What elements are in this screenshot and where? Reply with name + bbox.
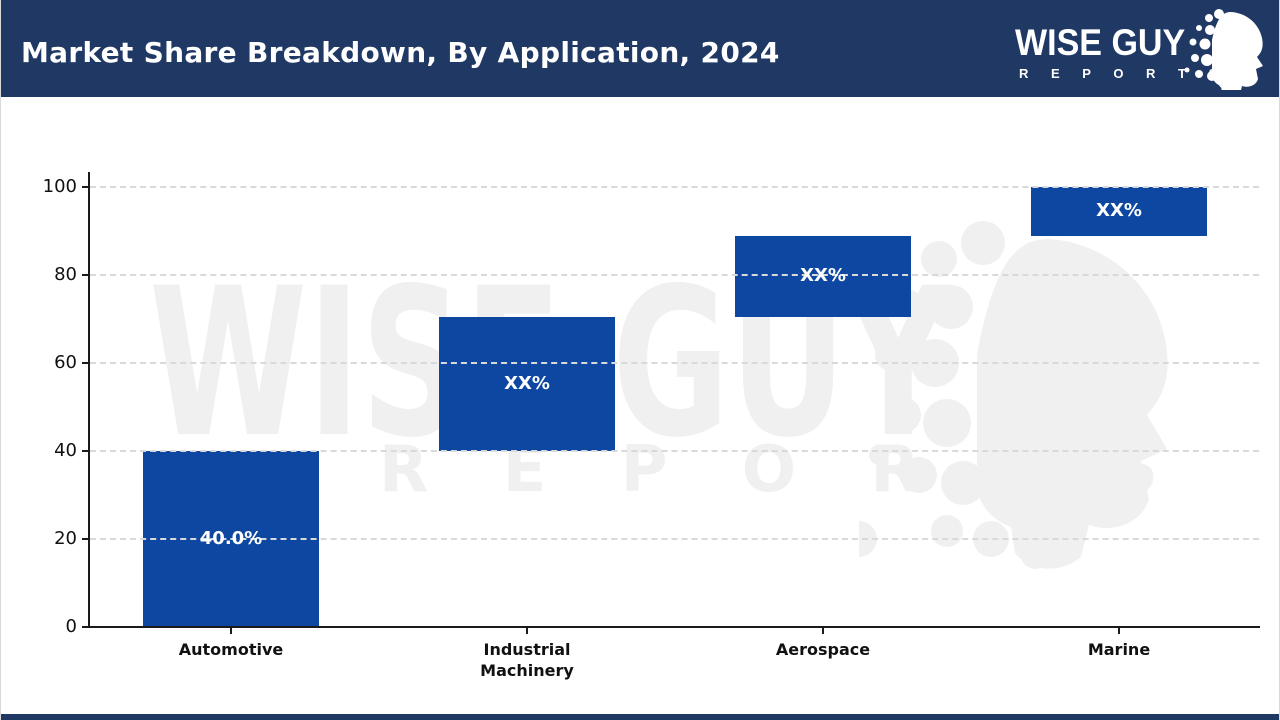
bar-value-label: XX% xyxy=(800,265,846,287)
y-axis-line xyxy=(88,172,90,628)
x-axis-line xyxy=(88,626,1260,628)
gridline-20 xyxy=(90,538,1259,540)
bar-marine xyxy=(1031,187,1207,236)
x-tick-mark xyxy=(1118,628,1120,634)
page-title: Market Share Breakdown, By Application, … xyxy=(21,36,780,69)
logo-subtitle: R E P O R T S xyxy=(1019,66,1227,81)
x-tick-label-aerospace: Aerospace xyxy=(775,640,871,659)
y-tick-mark xyxy=(82,626,88,628)
gridline-60 xyxy=(90,362,1259,364)
logo-text: WISE GUY R E P O R T S xyxy=(1015,22,1227,81)
y-tick-label: 60 xyxy=(54,352,77,373)
y-tick-mark xyxy=(82,450,88,452)
header-band: Market Share Breakdown, By Application, … xyxy=(1,0,1279,97)
y-tick-mark xyxy=(82,538,88,540)
y-tick-label: 80 xyxy=(54,264,77,285)
bar-value-label: XX% xyxy=(1096,200,1142,222)
y-tick-mark xyxy=(82,186,88,188)
bar-industrial-machinery xyxy=(439,316,615,451)
footer-bar xyxy=(1,714,1279,720)
gridline-40 xyxy=(90,450,1259,452)
x-tick-label-marine: Marine xyxy=(1087,640,1151,659)
logo-wordmark: WISE GUY xyxy=(1015,22,1186,63)
y-tick-label: 20 xyxy=(54,528,77,549)
gridline-80 xyxy=(90,274,1259,276)
bar-value-label: 40.0% xyxy=(199,528,263,549)
bar-value-label: XX% xyxy=(504,372,550,394)
x-tick-mark xyxy=(230,628,232,634)
y-tick-mark xyxy=(82,274,88,276)
y-tick-label: 0 xyxy=(65,616,77,637)
y-tick-label: 40 xyxy=(54,440,77,461)
x-tick-label-automotive: Automotive xyxy=(178,640,284,659)
x-tick-mark xyxy=(822,628,824,634)
y-tick-mark xyxy=(82,362,88,364)
x-tick-label-industrial-machinery: Industrial Machinery xyxy=(480,640,574,680)
gridline-100 xyxy=(90,186,1259,188)
y-tick-label: 100 xyxy=(42,176,77,197)
wise-guy-logo: WISE GUY R E P O R T S xyxy=(1015,8,1265,90)
bar-aerospace xyxy=(735,235,911,317)
x-tick-mark xyxy=(526,628,528,634)
logo-face-icon xyxy=(1184,9,1263,90)
